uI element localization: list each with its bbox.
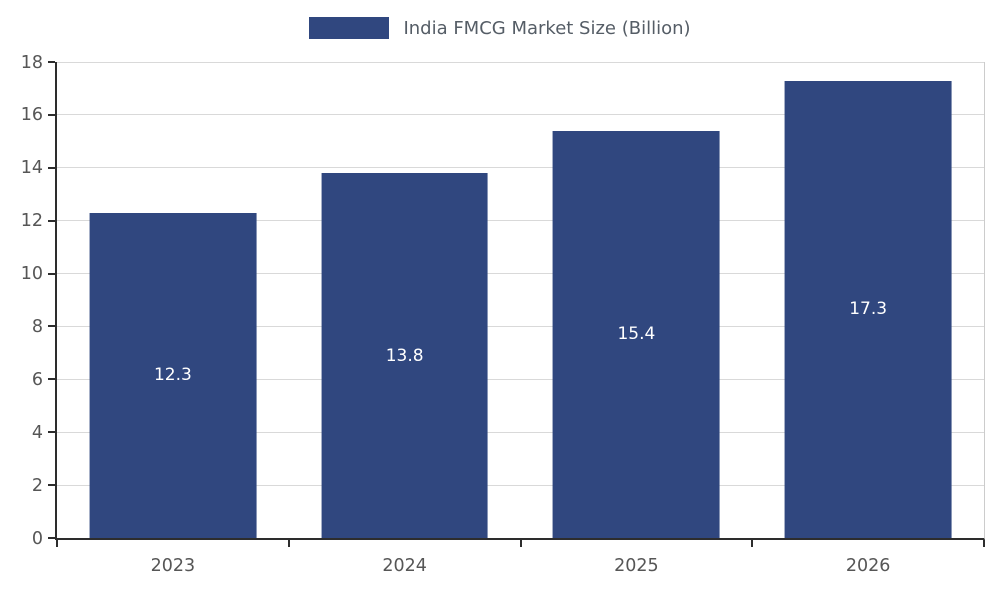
- bar-value-label: 13.8: [385, 345, 424, 366]
- gridline: [57, 114, 984, 116]
- y-tick-label: 4: [31, 422, 43, 443]
- x-tick-label: 2024: [382, 556, 427, 576]
- gridline: [57, 167, 984, 169]
- x-tick-mark: [983, 540, 985, 547]
- gridline: [57, 61, 984, 63]
- x-tick-mark: [56, 540, 58, 547]
- y-tick-mark: [48, 219, 55, 222]
- chart-legend: India FMCG Market Size (Billion): [0, 14, 1000, 42]
- bar-slot-2024: 13.8 2024: [289, 62, 521, 576]
- bar-value-label: 17.3: [849, 299, 888, 320]
- y-tick-mark: [48, 484, 55, 487]
- y-tick-label: 18: [20, 52, 43, 73]
- gridline: [57, 220, 984, 222]
- y-tick-mark: [48, 113, 55, 116]
- y-tick-mark: [48, 378, 55, 381]
- x-tick-label: 2026: [845, 556, 891, 576]
- bar-slot-2026: 17.3 2026: [752, 62, 984, 576]
- y-tick-label: 14: [20, 158, 43, 179]
- x-tick-label: 2025: [614, 556, 659, 576]
- bar-2025: 15.4: [552, 130, 720, 538]
- y-tick-label: 12: [20, 211, 43, 232]
- gridline: [57, 484, 984, 486]
- gridline: [57, 431, 984, 433]
- gridline: [57, 273, 984, 275]
- y-tick-mark: [48, 166, 55, 169]
- bar-slot-2023: 12.3 2023: [57, 62, 289, 576]
- y-tick-label: 2: [31, 475, 43, 496]
- bars-layer: 12.3 2023 13.8 2024 15.4 2025 17.3 2026: [57, 62, 984, 576]
- bar-2024: 13.8: [321, 173, 489, 538]
- chart-title: India FMCG Market Size (Billion): [403, 17, 691, 39]
- bar-2023: 12.3: [89, 212, 257, 538]
- y-tick-mark: [48, 325, 55, 328]
- gridline: [57, 378, 984, 380]
- y-tick-label: 0: [31, 528, 43, 549]
- plot-area: 0 2 4 6 8 10 12 14 16 18 12.3 2023 13.8 2024 15.4 2025…: [21, 53, 985, 576]
- x-tick-mark: [519, 540, 522, 547]
- y-tick-mark: [48, 431, 55, 434]
- y-tick-label: 6: [31, 369, 43, 390]
- y-tick-label: 16: [20, 105, 43, 126]
- y-tick-label: 8: [31, 316, 43, 337]
- y-tick-mark: [48, 537, 55, 539]
- bar-slot-2025: 15.4 2025: [521, 62, 753, 576]
- x-tick-mark: [287, 540, 290, 547]
- legend-swatch: [309, 17, 390, 39]
- x-tick-mark: [751, 540, 754, 547]
- bar-2026: 17.3: [784, 80, 952, 538]
- bar-value-label: 12.3: [153, 365, 192, 386]
- y-tick-mark: [48, 272, 55, 275]
- y-tick-mark: [48, 61, 55, 63]
- bar-value-label: 15.4: [617, 324, 656, 345]
- x-tick-label: 2023: [150, 556, 196, 576]
- y-tick-label: 10: [20, 264, 43, 285]
- gridline: [57, 325, 984, 327]
